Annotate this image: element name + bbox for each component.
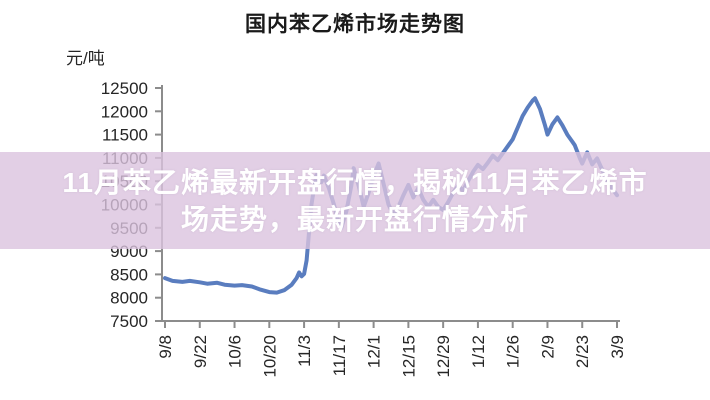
x-tick-label: 9/22 [191, 335, 210, 368]
x-tick-label: 12/29 [434, 335, 453, 378]
x-tick-label: 10/6 [226, 335, 245, 368]
y-tick-label: 7500 [110, 312, 148, 331]
x-tick-label: 12/1 [365, 335, 384, 368]
x-tick-label: 9/8 [156, 335, 175, 359]
x-tick-label: 3/9 [608, 335, 627, 359]
x-tick-label: 1/26 [504, 335, 523, 368]
x-tick-label: 2/23 [573, 335, 592, 368]
y-tick-label: 12500 [101, 79, 148, 98]
x-tick-label: 10/20 [260, 335, 279, 378]
headline-line-2: 场走势，最新开盘行情分析 [180, 203, 529, 235]
y-tick-label: 11500 [102, 126, 148, 145]
y-tick-label: 8500 [110, 265, 148, 284]
x-tick-label: 2/9 [538, 335, 557, 359]
headline-overlay-banner: 11月苯乙烯最新开盘行情，揭秘11月苯乙烯市 场走势，最新开盘行情分析 [0, 152, 710, 249]
chart-title: 国内苯乙烯市场走势图 [245, 13, 465, 36]
x-tick-label: 1/12 [469, 335, 488, 368]
x-tick-label: 12/15 [399, 335, 418, 378]
headline-line-1: 11月苯乙烯最新开盘行情，揭秘11月苯乙烯市 [62, 166, 648, 198]
y-tick-label: 12000 [101, 102, 148, 121]
y-tick-label: 8000 [110, 289, 148, 308]
x-tick-label: 11/3 [295, 335, 314, 367]
x-tick-label: 11/17 [330, 335, 349, 376]
y-axis-unit-label: 元/吨 [66, 49, 105, 68]
